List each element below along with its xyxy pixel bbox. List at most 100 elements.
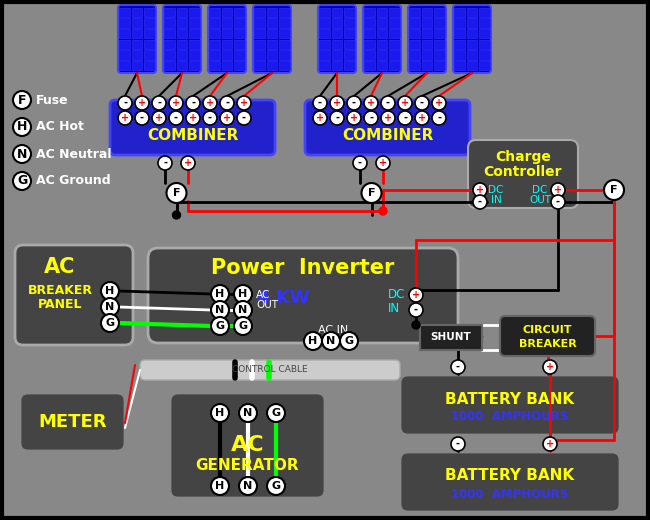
- Text: DC: DC: [388, 289, 406, 302]
- Text: +: +: [184, 158, 192, 168]
- Text: SHUNT: SHUNT: [430, 332, 471, 343]
- Bar: [266, 40, 278, 49]
- Text: F: F: [368, 188, 375, 198]
- Bar: [177, 29, 187, 38]
- Bar: [389, 29, 400, 38]
- Text: F: F: [610, 185, 617, 195]
- Bar: [235, 18, 245, 28]
- Circle shape: [551, 195, 565, 209]
- Text: CONTROL CABLE: CONTROL CABLE: [232, 366, 308, 374]
- Bar: [389, 7, 400, 17]
- FancyBboxPatch shape: [500, 316, 595, 356]
- Circle shape: [543, 360, 557, 374]
- Bar: [434, 29, 445, 38]
- Bar: [222, 40, 232, 49]
- Text: +: +: [476, 185, 484, 195]
- Circle shape: [220, 96, 234, 110]
- Circle shape: [237, 111, 251, 125]
- Bar: [222, 29, 232, 38]
- Bar: [164, 61, 175, 71]
- Text: G: G: [344, 336, 354, 346]
- Circle shape: [211, 301, 229, 319]
- Bar: [209, 50, 220, 60]
- Bar: [376, 7, 387, 17]
- Bar: [332, 61, 343, 71]
- Circle shape: [415, 111, 429, 125]
- Circle shape: [135, 96, 149, 110]
- Bar: [254, 18, 265, 28]
- Bar: [177, 50, 187, 60]
- Bar: [389, 50, 400, 60]
- Circle shape: [313, 96, 327, 110]
- Bar: [235, 40, 245, 49]
- Bar: [467, 29, 477, 38]
- Bar: [144, 29, 155, 38]
- Bar: [319, 50, 330, 60]
- Text: +: +: [333, 98, 341, 108]
- Text: +: +: [223, 113, 231, 123]
- Text: OUT: OUT: [529, 195, 551, 205]
- Circle shape: [234, 301, 252, 319]
- Bar: [189, 29, 200, 38]
- Text: G: G: [215, 321, 224, 331]
- Bar: [479, 40, 490, 49]
- Bar: [222, 50, 232, 60]
- Text: BATTERY BANK: BATTERY BANK: [445, 469, 575, 484]
- Bar: [266, 61, 278, 71]
- FancyBboxPatch shape: [15, 245, 133, 345]
- Bar: [319, 40, 330, 49]
- Bar: [266, 50, 278, 60]
- Text: BATTERY BANK: BATTERY BANK: [445, 392, 575, 407]
- Text: -: -: [403, 113, 407, 123]
- Circle shape: [322, 332, 340, 350]
- Bar: [467, 7, 477, 17]
- Text: -: -: [157, 98, 161, 108]
- Circle shape: [13, 172, 31, 190]
- Circle shape: [101, 282, 119, 300]
- Text: +: +: [206, 98, 214, 108]
- Bar: [189, 40, 200, 49]
- Bar: [409, 18, 420, 28]
- Circle shape: [118, 96, 132, 110]
- Text: -: -: [225, 98, 229, 108]
- Bar: [132, 40, 142, 49]
- Circle shape: [239, 404, 257, 422]
- Circle shape: [237, 96, 251, 110]
- Text: +: +: [554, 185, 562, 195]
- Text: AC Neutral: AC Neutral: [36, 148, 112, 161]
- Bar: [119, 40, 129, 49]
- Bar: [479, 29, 490, 38]
- Bar: [235, 7, 245, 17]
- FancyBboxPatch shape: [20, 393, 125, 451]
- Circle shape: [13, 118, 31, 136]
- Bar: [119, 50, 129, 60]
- Bar: [222, 61, 232, 71]
- Text: -: -: [208, 113, 212, 123]
- Bar: [364, 18, 374, 28]
- FancyBboxPatch shape: [253, 5, 291, 73]
- Text: -: -: [414, 305, 418, 315]
- Bar: [254, 50, 265, 60]
- Bar: [479, 18, 490, 28]
- FancyBboxPatch shape: [148, 248, 458, 343]
- Circle shape: [239, 477, 257, 495]
- Bar: [209, 18, 220, 28]
- Bar: [454, 29, 465, 38]
- Text: METER: METER: [38, 413, 107, 431]
- Text: F: F: [173, 188, 180, 198]
- Bar: [389, 40, 400, 49]
- Text: N: N: [105, 302, 114, 312]
- Circle shape: [473, 195, 487, 209]
- Text: COMBINER: COMBINER: [147, 127, 238, 142]
- Circle shape: [220, 111, 234, 125]
- Bar: [344, 40, 355, 49]
- Circle shape: [203, 111, 217, 125]
- Bar: [454, 61, 465, 71]
- Text: CIRCUIT: CIRCUIT: [523, 325, 572, 335]
- Bar: [422, 7, 432, 17]
- Text: DC: DC: [532, 185, 548, 195]
- Bar: [409, 61, 420, 71]
- Bar: [177, 7, 187, 17]
- Text: H: H: [308, 336, 318, 346]
- Text: -: -: [456, 362, 460, 372]
